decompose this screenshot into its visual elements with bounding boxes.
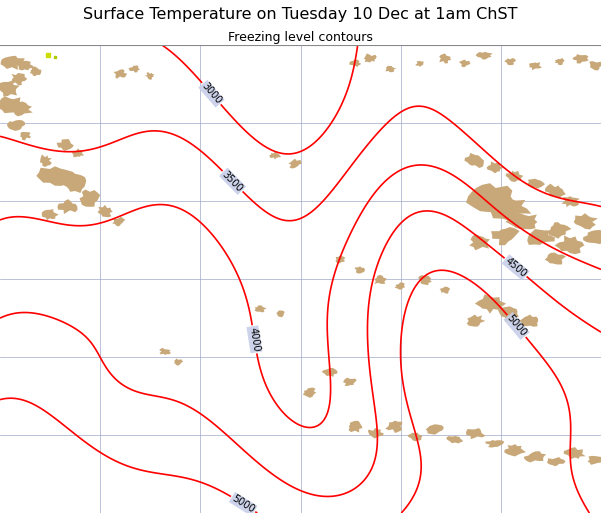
Text: 5000: 5000 bbox=[505, 313, 528, 339]
Polygon shape bbox=[364, 53, 377, 63]
Polygon shape bbox=[61, 174, 86, 193]
Polygon shape bbox=[56, 139, 74, 151]
Polygon shape bbox=[159, 348, 171, 355]
Polygon shape bbox=[14, 102, 32, 116]
Polygon shape bbox=[407, 432, 423, 441]
Polygon shape bbox=[0, 96, 25, 113]
Polygon shape bbox=[303, 387, 316, 398]
Polygon shape bbox=[79, 189, 100, 207]
Polygon shape bbox=[385, 421, 402, 433]
Polygon shape bbox=[466, 183, 514, 212]
Text: Freezing level contours: Freezing level contours bbox=[228, 30, 373, 44]
Polygon shape bbox=[548, 222, 572, 239]
Polygon shape bbox=[486, 162, 504, 173]
Polygon shape bbox=[174, 359, 183, 366]
Polygon shape bbox=[465, 153, 484, 168]
Polygon shape bbox=[58, 199, 78, 214]
Polygon shape bbox=[17, 61, 34, 70]
Polygon shape bbox=[583, 230, 601, 244]
Polygon shape bbox=[486, 440, 504, 447]
Polygon shape bbox=[573, 213, 598, 229]
Polygon shape bbox=[269, 152, 281, 160]
Text: 4000: 4000 bbox=[248, 326, 261, 352]
Polygon shape bbox=[505, 213, 537, 229]
Polygon shape bbox=[459, 60, 471, 67]
Polygon shape bbox=[547, 457, 566, 466]
Polygon shape bbox=[475, 294, 506, 313]
Polygon shape bbox=[466, 428, 486, 439]
Polygon shape bbox=[527, 229, 555, 245]
Polygon shape bbox=[72, 148, 84, 157]
Polygon shape bbox=[529, 62, 542, 70]
Polygon shape bbox=[7, 120, 25, 131]
Polygon shape bbox=[350, 60, 361, 67]
Polygon shape bbox=[519, 314, 538, 327]
Polygon shape bbox=[355, 266, 365, 273]
Polygon shape bbox=[114, 69, 127, 78]
Polygon shape bbox=[255, 305, 267, 312]
Polygon shape bbox=[415, 61, 424, 67]
Polygon shape bbox=[129, 65, 140, 72]
Polygon shape bbox=[439, 53, 451, 64]
Polygon shape bbox=[11, 73, 27, 85]
Polygon shape bbox=[564, 447, 585, 459]
Polygon shape bbox=[524, 451, 546, 463]
Polygon shape bbox=[467, 314, 486, 327]
Polygon shape bbox=[504, 444, 526, 457]
Polygon shape bbox=[469, 234, 490, 250]
Polygon shape bbox=[505, 171, 523, 182]
Polygon shape bbox=[335, 255, 345, 263]
Polygon shape bbox=[349, 421, 362, 432]
Polygon shape bbox=[276, 310, 285, 318]
Polygon shape bbox=[426, 424, 444, 435]
Polygon shape bbox=[446, 436, 463, 443]
Polygon shape bbox=[322, 368, 338, 377]
Polygon shape bbox=[288, 159, 302, 168]
Polygon shape bbox=[97, 205, 113, 217]
Polygon shape bbox=[545, 184, 566, 198]
Polygon shape bbox=[504, 58, 516, 65]
Polygon shape bbox=[489, 199, 531, 221]
Text: 4500: 4500 bbox=[503, 255, 528, 279]
Polygon shape bbox=[590, 61, 601, 70]
Text: 5000: 5000 bbox=[230, 493, 256, 513]
Polygon shape bbox=[554, 58, 564, 65]
Polygon shape bbox=[368, 428, 383, 439]
Polygon shape bbox=[36, 166, 78, 186]
Polygon shape bbox=[343, 378, 356, 386]
Polygon shape bbox=[545, 252, 566, 265]
Text: Surface Temperature on Tuesday 10 Dec at 1am ChST: Surface Temperature on Tuesday 10 Dec at… bbox=[84, 7, 517, 22]
Polygon shape bbox=[385, 66, 396, 72]
Polygon shape bbox=[112, 217, 126, 226]
Polygon shape bbox=[439, 287, 450, 294]
Polygon shape bbox=[0, 81, 20, 97]
Polygon shape bbox=[394, 283, 404, 290]
Polygon shape bbox=[555, 235, 584, 254]
Polygon shape bbox=[527, 179, 545, 188]
Polygon shape bbox=[29, 67, 41, 76]
Text: 3500: 3500 bbox=[221, 169, 245, 193]
Polygon shape bbox=[588, 456, 601, 465]
Polygon shape bbox=[40, 154, 52, 167]
Polygon shape bbox=[418, 275, 432, 285]
Polygon shape bbox=[1, 56, 25, 70]
Polygon shape bbox=[20, 132, 31, 141]
Polygon shape bbox=[561, 196, 580, 207]
Polygon shape bbox=[498, 306, 519, 322]
Polygon shape bbox=[475, 52, 493, 60]
Text: 3000: 3000 bbox=[200, 81, 223, 106]
Polygon shape bbox=[41, 209, 59, 220]
Polygon shape bbox=[145, 72, 154, 80]
Polygon shape bbox=[491, 227, 520, 245]
Polygon shape bbox=[572, 54, 588, 64]
Polygon shape bbox=[374, 275, 386, 284]
